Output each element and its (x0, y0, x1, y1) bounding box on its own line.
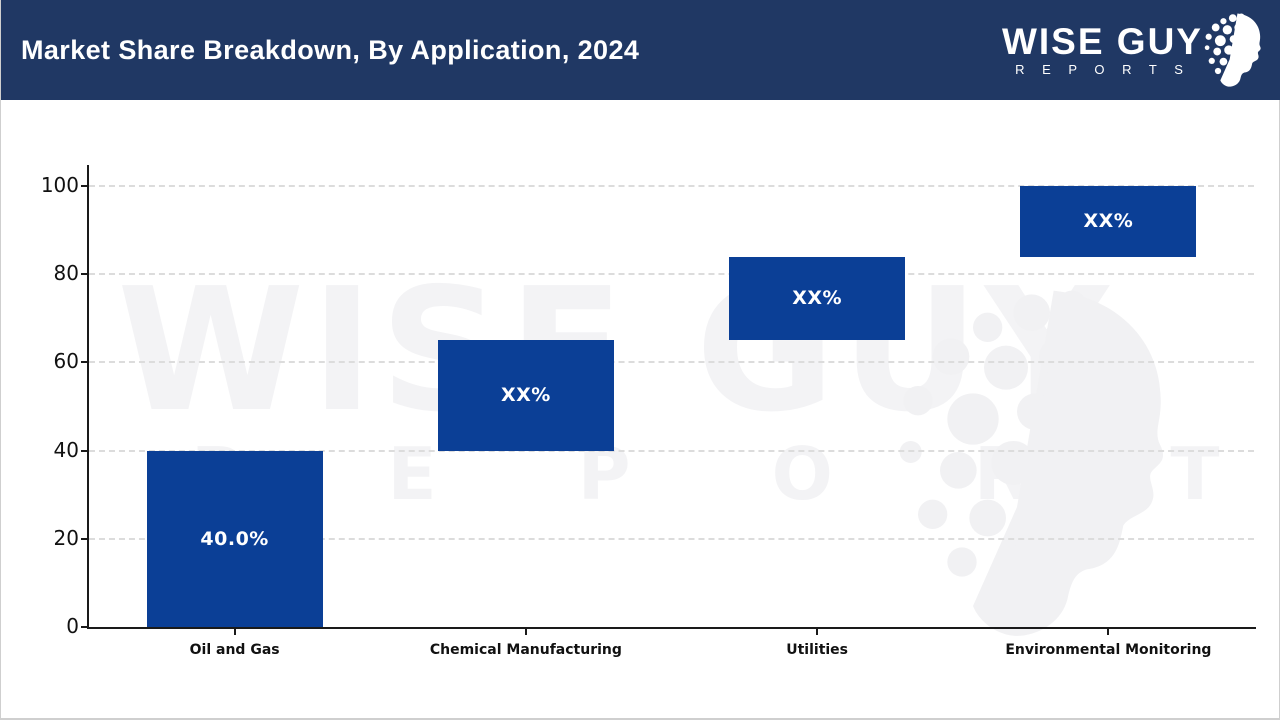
y-tickmark-0 (81, 626, 89, 628)
gridline-80 (89, 273, 1254, 276)
y-tickmark-40 (81, 449, 89, 452)
y-tickmark-100 (81, 185, 89, 187)
x-axis-line (87, 627, 1256, 629)
watermark-dotted-head-icon (899, 290, 1164, 636)
y-axis-line (87, 165, 89, 629)
x-tickmark (233, 629, 236, 635)
logo-subtitle: R E P O R T S (1015, 62, 1190, 78)
bar-segment: XX% (1020, 186, 1197, 257)
y-tick-label-80: 80 (53, 261, 79, 286)
y-tick-label-20: 20 (53, 525, 79, 550)
logo-text: WISE GUY R E P O R T S (1001, 20, 1203, 78)
bar-value-label: XX% (1083, 210, 1134, 233)
bar-segment: XX% (437, 340, 614, 451)
y-tickmark-60 (81, 361, 89, 364)
x-tickmark (816, 629, 819, 635)
y-tick-label-60: 60 (53, 349, 79, 374)
wise-guy-logo: WISE GUY R E P O R T S (1002, 9, 1267, 91)
logo-wordmark: WISE GUY (1001, 20, 1203, 62)
gridline-40 (89, 449, 1254, 452)
x-category-label: Oil and Gas (189, 642, 280, 658)
dotted-head-icon (1204, 13, 1261, 87)
bar-value-label: XX% (792, 287, 843, 310)
gridline-60 (89, 361, 1254, 364)
y-tick-label-0: 0 (66, 614, 79, 638)
bar-segment: XX% (729, 256, 906, 341)
x-category-label: Utilities (786, 642, 849, 658)
gridline-100 (89, 185, 1254, 187)
page-title: Market Share Breakdown, By Application, … (21, 34, 640, 65)
y-tick-label-100: 100 (40, 173, 79, 197)
gridline-20 (89, 537, 1254, 540)
x-tickmark (524, 629, 527, 635)
y-tick-label-40: 40 (53, 437, 79, 462)
y-tickmark-80 (81, 273, 89, 276)
x-tickmark (1107, 629, 1110, 635)
x-category-label: Chemical Manufacturing (429, 642, 622, 658)
bar-segment: 40.0% (146, 450, 323, 627)
y-tickmark-20 (81, 537, 89, 540)
bar-value-label: XX% (500, 384, 551, 407)
header-bar: Market Share Breakdown, By Application, … (1, 0, 1280, 100)
bar-value-label: 40.0% (200, 527, 269, 550)
x-category-label: Environmental Monitoring (1005, 642, 1212, 658)
